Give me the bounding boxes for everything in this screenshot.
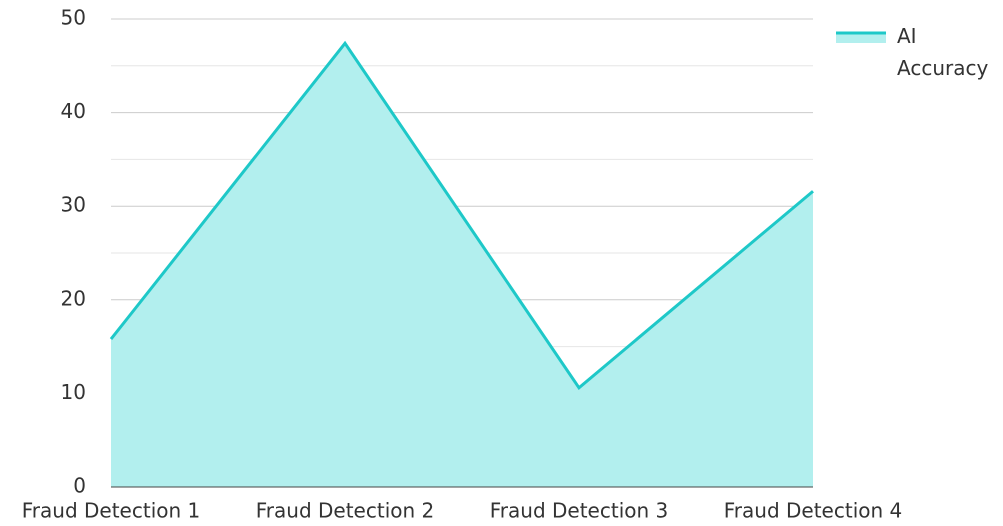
x-tick-label: Fraud Detection 4 [724,499,903,523]
y-tick-label: 20 [61,286,86,310]
area-line [109,40,814,391]
y-tick-label: 0 [73,474,86,498]
legend-swatch-fill [836,33,886,43]
y-tick-label: 50 [61,6,86,30]
y-tick-label: 30 [61,193,86,217]
y-tick-label: 10 [61,380,86,404]
x-tick-label: Fraud Detection 3 [490,499,669,523]
x-tick-label: Fraud Detection 1 [22,499,201,523]
x-tick-label: Fraud Detection 2 [256,499,435,523]
y-tick-label: 40 [61,99,86,123]
area-fill [111,43,813,487]
legend-label: AI Accuracy [897,24,989,80]
